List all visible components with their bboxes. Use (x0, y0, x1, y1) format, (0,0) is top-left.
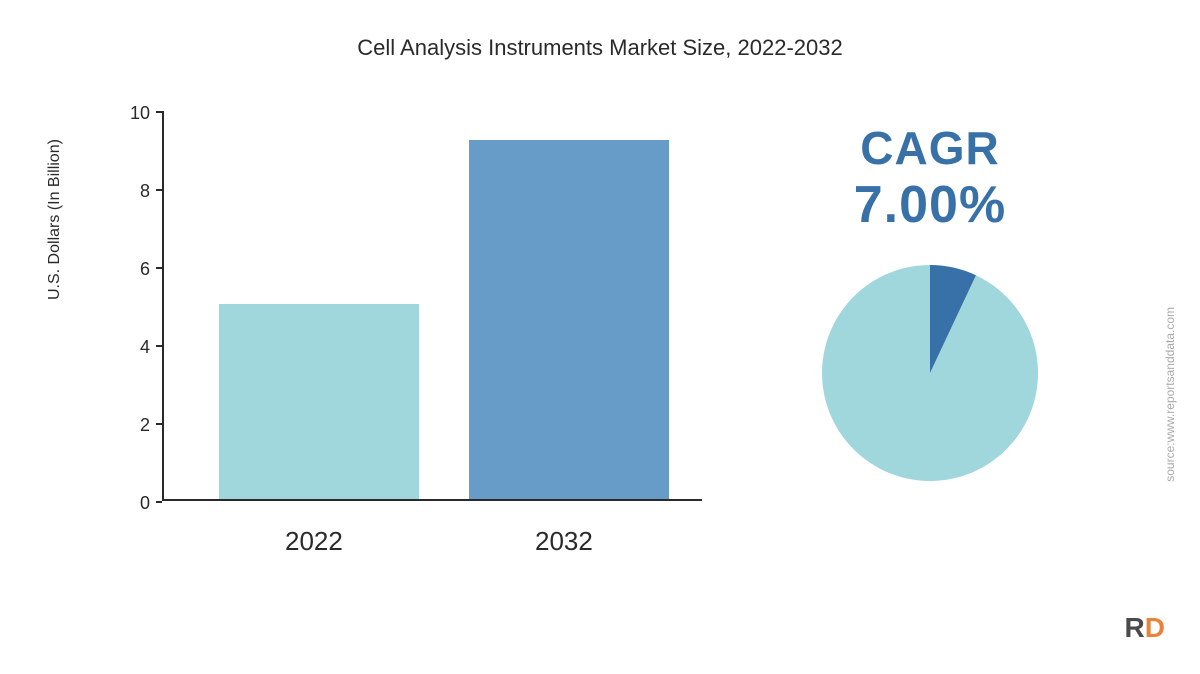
pie-container (760, 265, 1100, 481)
main-container: U.S. Dollars (In Billion) 10 8 6 4 2 0 2… (0, 81, 1200, 561)
pie-chart (822, 265, 1038, 481)
y-tick-10: 10 (125, 103, 150, 124)
cagr-label: CAGR (760, 121, 1100, 175)
source-text: source:www.reportsanddata.com (1163, 307, 1177, 482)
cagr-panel: CAGR 7.00% (720, 81, 1100, 561)
plot-area (162, 111, 702, 501)
logo: RD (1125, 612, 1165, 644)
x-label-2022: 2022 (285, 526, 343, 557)
y-tick-2: 2 (125, 415, 150, 436)
y-tick-4: 4 (125, 337, 150, 358)
bar-2022 (219, 304, 419, 499)
bar-2032 (469, 140, 669, 499)
y-tick-8: 8 (125, 181, 150, 202)
x-label-2032: 2032 (535, 526, 593, 557)
y-axis-label: U.S. Dollars (In Billion) (46, 139, 64, 300)
chart-title: Cell Analysis Instruments Market Size, 2… (0, 0, 1200, 81)
y-tick-0: 0 (125, 493, 150, 514)
logo-letter-r: R (1125, 612, 1145, 644)
cagr-value: 7.00% (760, 175, 1100, 235)
logo-letter-d: D (1145, 612, 1165, 644)
tick-mark (156, 501, 162, 503)
bar-chart-area: U.S. Dollars (In Billion) 10 8 6 4 2 0 2… (100, 81, 720, 561)
y-tick-6: 6 (125, 259, 150, 280)
